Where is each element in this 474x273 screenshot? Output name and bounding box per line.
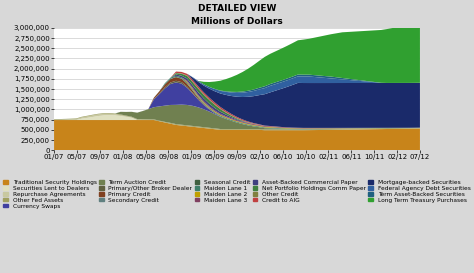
Title: DETAILED VIEW
Millions of Dollars: DETAILED VIEW Millions of Dollars [191, 4, 283, 26]
Legend: Traditional Security Holdings, Securities Lent to Dealers, Repurchase Agreements: Traditional Security Holdings, Securitie… [3, 180, 471, 209]
